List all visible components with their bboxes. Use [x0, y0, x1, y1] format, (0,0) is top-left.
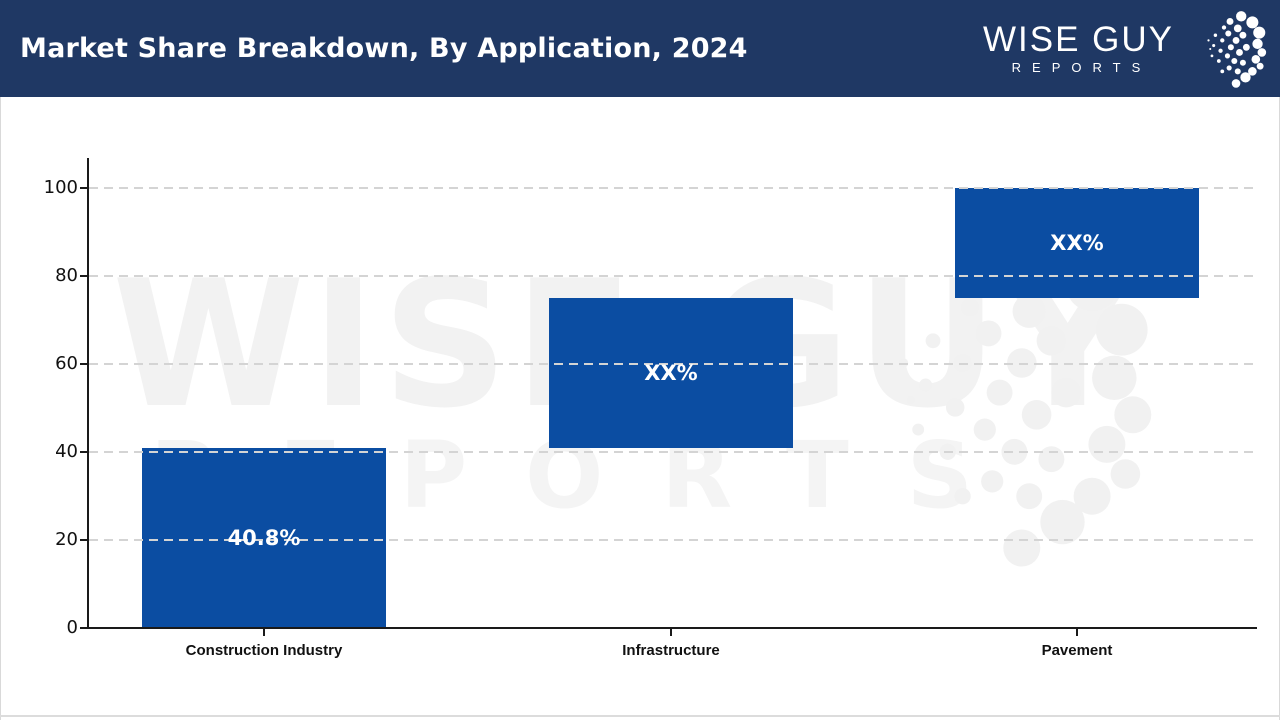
x-tick-mark-construction-industry — [263, 629, 265, 636]
logo-subtext: REPORTS — [1011, 60, 1152, 75]
y-tick-mark-0 — [80, 627, 87, 629]
x-tick-mark-infrastructure — [670, 629, 672, 636]
bar-value-label-infrastructure: XX% — [644, 361, 698, 386]
y-tick-mark-80 — [80, 275, 87, 277]
y-tick-mark-40 — [80, 451, 87, 453]
y-tick-mark-20 — [80, 539, 87, 541]
x-axis-line — [87, 627, 1257, 629]
y-tick-label-80: 80 — [55, 265, 78, 286]
gridline-40 — [89, 451, 1257, 453]
bottom-border — [0, 715, 1280, 717]
wiseguy-logo-text: WISE GUY REPORTS — [983, 22, 1174, 75]
y-tick-label-0: 0 — [66, 617, 78, 638]
x-category-label-infrastructure: Infrastructure — [622, 642, 720, 659]
logo-wordmark: WISE GUY — [982, 20, 1174, 59]
y-tick-label-20: 20 — [55, 529, 78, 550]
dotted-face-logo-icon — [1207, 10, 1267, 88]
header-band: Market Share Breakdown, By Application, … — [0, 0, 1280, 97]
bar-infrastructure — [549, 298, 793, 449]
y-axis-line — [87, 158, 89, 629]
wiseguy-logo: WISE GUY REPORTS — [983, 6, 1280, 92]
gridline-80 — [89, 275, 1257, 277]
y-tick-label-100: 100 — [43, 177, 78, 198]
y-tick-mark-60 — [80, 363, 87, 365]
gridline-20 — [89, 539, 1257, 541]
bar-construction-industry — [142, 448, 386, 628]
bar-pavement — [955, 188, 1199, 298]
x-tick-mark-pavement — [1076, 629, 1078, 636]
page-title: Market Share Breakdown, By Application, … — [20, 33, 748, 64]
y-tick-mark-100 — [80, 187, 87, 189]
x-category-label-pavement: Pavement — [1041, 642, 1113, 659]
x-category-label-construction-industry: Construction Industry — [185, 642, 343, 659]
bar-value-label-pavement: XX% — [1050, 231, 1104, 255]
y-tick-label-60: 60 — [55, 353, 78, 374]
gridline-100 — [89, 187, 1257, 189]
bar-value-label-construction-industry: 40.8% — [227, 526, 301, 551]
y-tick-label-40: 40 — [55, 441, 78, 462]
gridline-60 — [89, 363, 1257, 365]
left-border — [0, 97, 1, 720]
